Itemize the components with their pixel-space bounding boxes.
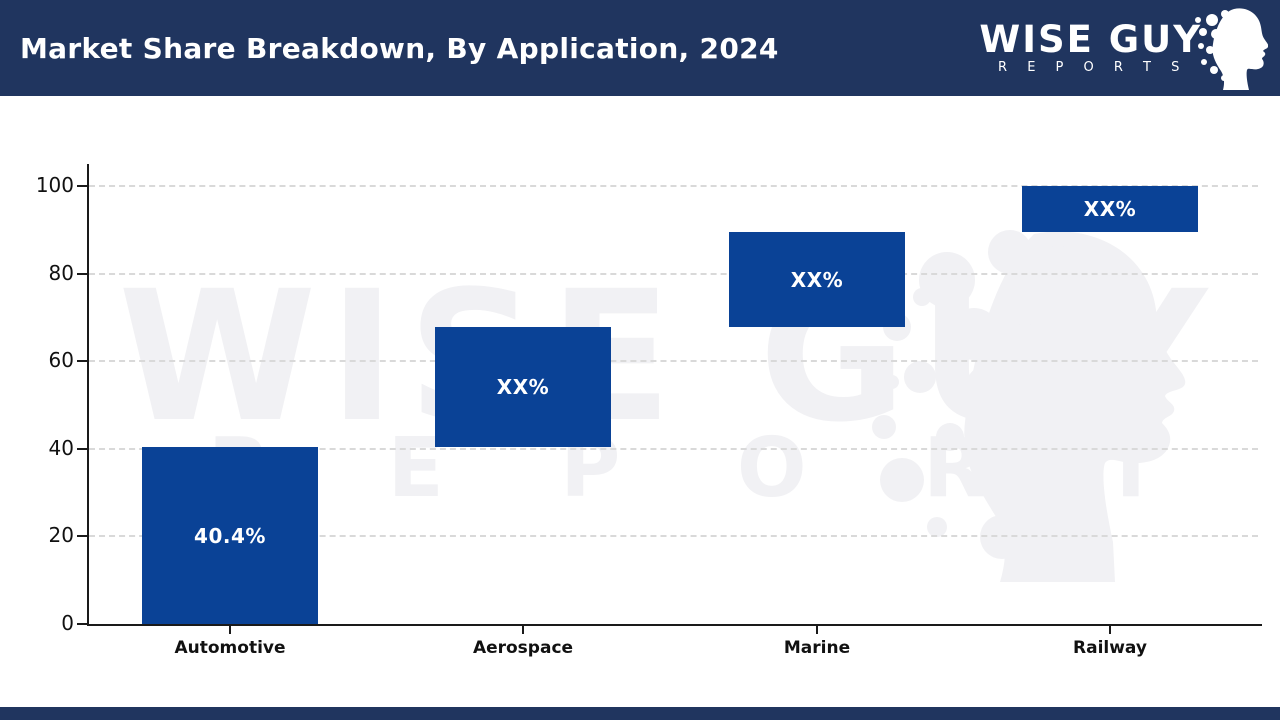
bar-value-label: XX% — [790, 267, 844, 292]
y-gridline — [89, 185, 1258, 187]
y-tick-label: 80 — [48, 260, 74, 285]
brand-name: WISE GUY — [979, 18, 1202, 62]
x-tick-label: Aerospace — [472, 638, 574, 658]
y-gridline — [89, 535, 1258, 538]
y-tick-mark — [77, 185, 88, 187]
x-tick-mark — [229, 626, 231, 634]
bar-aerospace: XX% — [435, 327, 611, 448]
y-tick-label: 40 — [48, 435, 74, 460]
y-tick-mark — [77, 272, 88, 275]
y-axis-line — [87, 164, 89, 626]
x-tick-label: Marine — [783, 638, 851, 658]
watermark-head-icon — [872, 224, 1186, 582]
bar-automotive: 40.4% — [142, 447, 318, 624]
bar-value-label: XX% — [496, 375, 550, 400]
brand-logo: WISE GUY R E P O R T S — [979, 6, 1268, 90]
x-tick-mark — [816, 626, 818, 634]
x-tick-label: Railway — [1073, 638, 1147, 658]
brand-head-icon — [1195, 8, 1268, 90]
bar-value-label: XX% — [1083, 196, 1137, 221]
x-tick-mark — [522, 626, 524, 634]
y-tick-label: 0 — [61, 611, 74, 635]
bar-value-label: 40.4% — [194, 523, 266, 548]
x-tick-mark — [1109, 626, 1111, 634]
y-tick-label: 100 — [35, 173, 74, 197]
bar-railway: XX% — [1022, 186, 1198, 232]
brand-logo-text: WISE GUY R E P O R T S — [979, 18, 1202, 75]
y-gridline — [89, 447, 1258, 450]
header-bar: Market Share Breakdown, By Application, … — [0, 0, 1280, 96]
page-title: Market Share Breakdown, By Application, … — [20, 31, 779, 65]
x-tick-label: Automotive — [174, 638, 286, 658]
y-tick-mark — [77, 447, 88, 450]
y-tick-mark — [77, 623, 88, 625]
y-gridline — [89, 272, 1258, 275]
brand-subname: R E P O R T S — [998, 59, 1188, 75]
y-tick-mark — [77, 360, 88, 363]
y-gridline — [89, 360, 1258, 363]
x-axis-line — [87, 624, 1262, 626]
bar-marine: XX% — [729, 231, 905, 328]
y-tick-mark — [77, 535, 88, 538]
footer-bar — [0, 707, 1280, 720]
y-tick-label: 20 — [48, 523, 74, 548]
y-tick-label: 60 — [48, 348, 74, 373]
